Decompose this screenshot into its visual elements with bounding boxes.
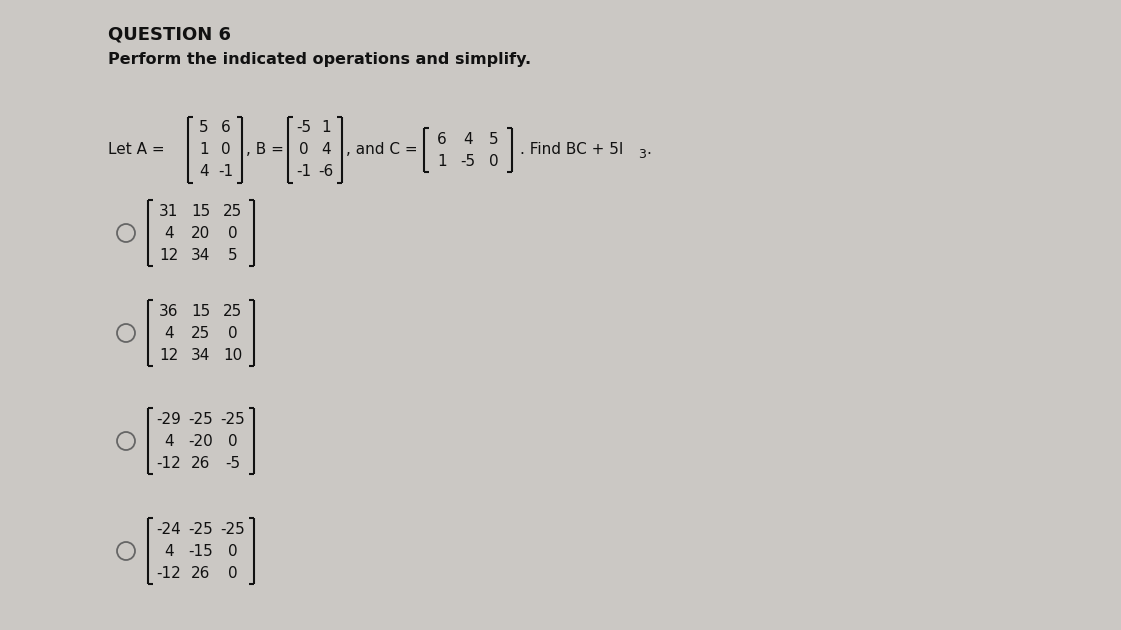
Text: 26: 26 xyxy=(192,566,211,580)
Text: , B =: , B = xyxy=(245,142,284,158)
Text: 15: 15 xyxy=(192,304,211,319)
Text: Perform the indicated operations and simplify.: Perform the indicated operations and sim… xyxy=(108,52,531,67)
Text: 1: 1 xyxy=(322,120,331,135)
Text: 4: 4 xyxy=(164,326,174,340)
Text: -12: -12 xyxy=(157,455,182,471)
Text: 0: 0 xyxy=(489,154,499,168)
Text: 4: 4 xyxy=(164,433,174,449)
Text: 25: 25 xyxy=(192,326,211,340)
Text: -5: -5 xyxy=(296,120,312,135)
Text: . Find BC + 5I: . Find BC + 5I xyxy=(520,142,623,158)
Text: -15: -15 xyxy=(188,544,213,559)
Text: , and C =: , and C = xyxy=(346,142,418,158)
Text: -25: -25 xyxy=(221,411,245,427)
Text: 34: 34 xyxy=(192,348,211,362)
Text: -25: -25 xyxy=(221,522,245,537)
Text: -25: -25 xyxy=(188,411,213,427)
Text: 1: 1 xyxy=(437,154,447,168)
Text: 25: 25 xyxy=(223,304,242,319)
Text: 4: 4 xyxy=(164,544,174,559)
Text: -29: -29 xyxy=(157,411,182,427)
Text: 0: 0 xyxy=(229,566,238,580)
Text: -1: -1 xyxy=(219,164,233,180)
Text: 0: 0 xyxy=(299,142,308,158)
Text: 5: 5 xyxy=(229,248,238,263)
Text: 0: 0 xyxy=(221,142,231,158)
Text: -12: -12 xyxy=(157,566,182,580)
Text: 36: 36 xyxy=(159,304,178,319)
Text: 20: 20 xyxy=(192,226,211,241)
Text: 4: 4 xyxy=(164,226,174,241)
Text: 25: 25 xyxy=(223,203,242,219)
Text: 0: 0 xyxy=(229,326,238,340)
Text: 4: 4 xyxy=(322,142,331,158)
Text: 26: 26 xyxy=(192,455,211,471)
Text: 5: 5 xyxy=(489,132,499,147)
Text: -1: -1 xyxy=(296,164,312,180)
Text: 34: 34 xyxy=(192,248,211,263)
Text: -24: -24 xyxy=(157,522,182,537)
Text: 0: 0 xyxy=(229,433,238,449)
Text: 12: 12 xyxy=(159,348,178,362)
Text: -20: -20 xyxy=(188,433,213,449)
Text: .: . xyxy=(646,142,651,158)
Text: 1: 1 xyxy=(200,142,209,158)
Text: QUESTION 6: QUESTION 6 xyxy=(108,25,231,43)
Text: 0: 0 xyxy=(229,544,238,559)
Text: 10: 10 xyxy=(223,348,242,362)
Text: 5: 5 xyxy=(200,120,209,135)
Text: -5: -5 xyxy=(225,455,241,471)
Text: Let A =: Let A = xyxy=(108,142,165,158)
Text: 12: 12 xyxy=(159,248,178,263)
Text: 4: 4 xyxy=(463,132,473,147)
Text: 4: 4 xyxy=(200,164,209,180)
Text: 3: 3 xyxy=(638,149,646,161)
Text: 6: 6 xyxy=(221,120,231,135)
Text: -25: -25 xyxy=(188,522,213,537)
Text: 31: 31 xyxy=(159,203,178,219)
Text: 15: 15 xyxy=(192,203,211,219)
Text: 6: 6 xyxy=(437,132,447,147)
Text: -6: -6 xyxy=(318,164,334,180)
Text: -5: -5 xyxy=(461,154,475,168)
Text: 0: 0 xyxy=(229,226,238,241)
